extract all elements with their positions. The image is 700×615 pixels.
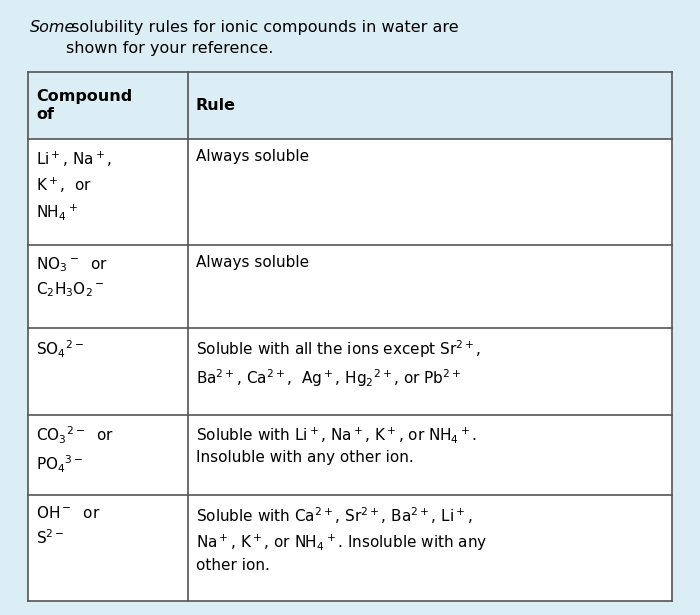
- Text: Compound
of: Compound of: [36, 89, 132, 122]
- Text: Soluble with Ca$^{2+}$, Sr$^{2+}$, Ba$^{2+}$, Li$^+$,
Na$^+$, K$^+$, or NH$_4$$^: Soluble with Ca$^{2+}$, Sr$^{2+}$, Ba$^{…: [196, 505, 487, 573]
- Text: Soluble with Li$^+$, Na$^+$, K$^+$, or NH$_4$$^+$.
Insoluble with any other ion.: Soluble with Li$^+$, Na$^+$, K$^+$, or N…: [196, 425, 477, 466]
- Bar: [28, 72, 672, 601]
- Text: Soluble with all the ions except Sr$^{2+}$,
Ba$^{2+}$, Ca$^{2+}$,  Ag$^+$, Hg$_2: Soluble with all the ions except Sr$^{2+…: [196, 338, 481, 389]
- Text: Rule: Rule: [196, 98, 236, 113]
- Text: Always soluble: Always soluble: [196, 149, 309, 164]
- Bar: [28, 72, 672, 140]
- Text: CO$_3$$^{2-}$  or
PO$_4$$^{3-}$: CO$_3$$^{2-}$ or PO$_4$$^{3-}$: [36, 425, 114, 475]
- Text: Some: Some: [30, 20, 76, 35]
- Text: OH$^-$  or
S$^{2-}$: OH$^-$ or S$^{2-}$: [36, 505, 101, 547]
- Text: solubility rules for ionic compounds in water are
shown for your reference.: solubility rules for ionic compounds in …: [66, 20, 459, 56]
- Text: Li$^+$, Na$^+$,
K$^+$,  or
NH$_4$$^+$: Li$^+$, Na$^+$, K$^+$, or NH$_4$$^+$: [36, 149, 112, 221]
- Text: Always soluble: Always soluble: [196, 255, 309, 270]
- Text: SO$_4$$^{2-}$: SO$_4$$^{2-}$: [36, 338, 84, 360]
- Text: NO$_3$$^-$  or
C$_2$H$_3$O$_2$$^-$: NO$_3$$^-$ or C$_2$H$_3$O$_2$$^-$: [36, 255, 108, 299]
